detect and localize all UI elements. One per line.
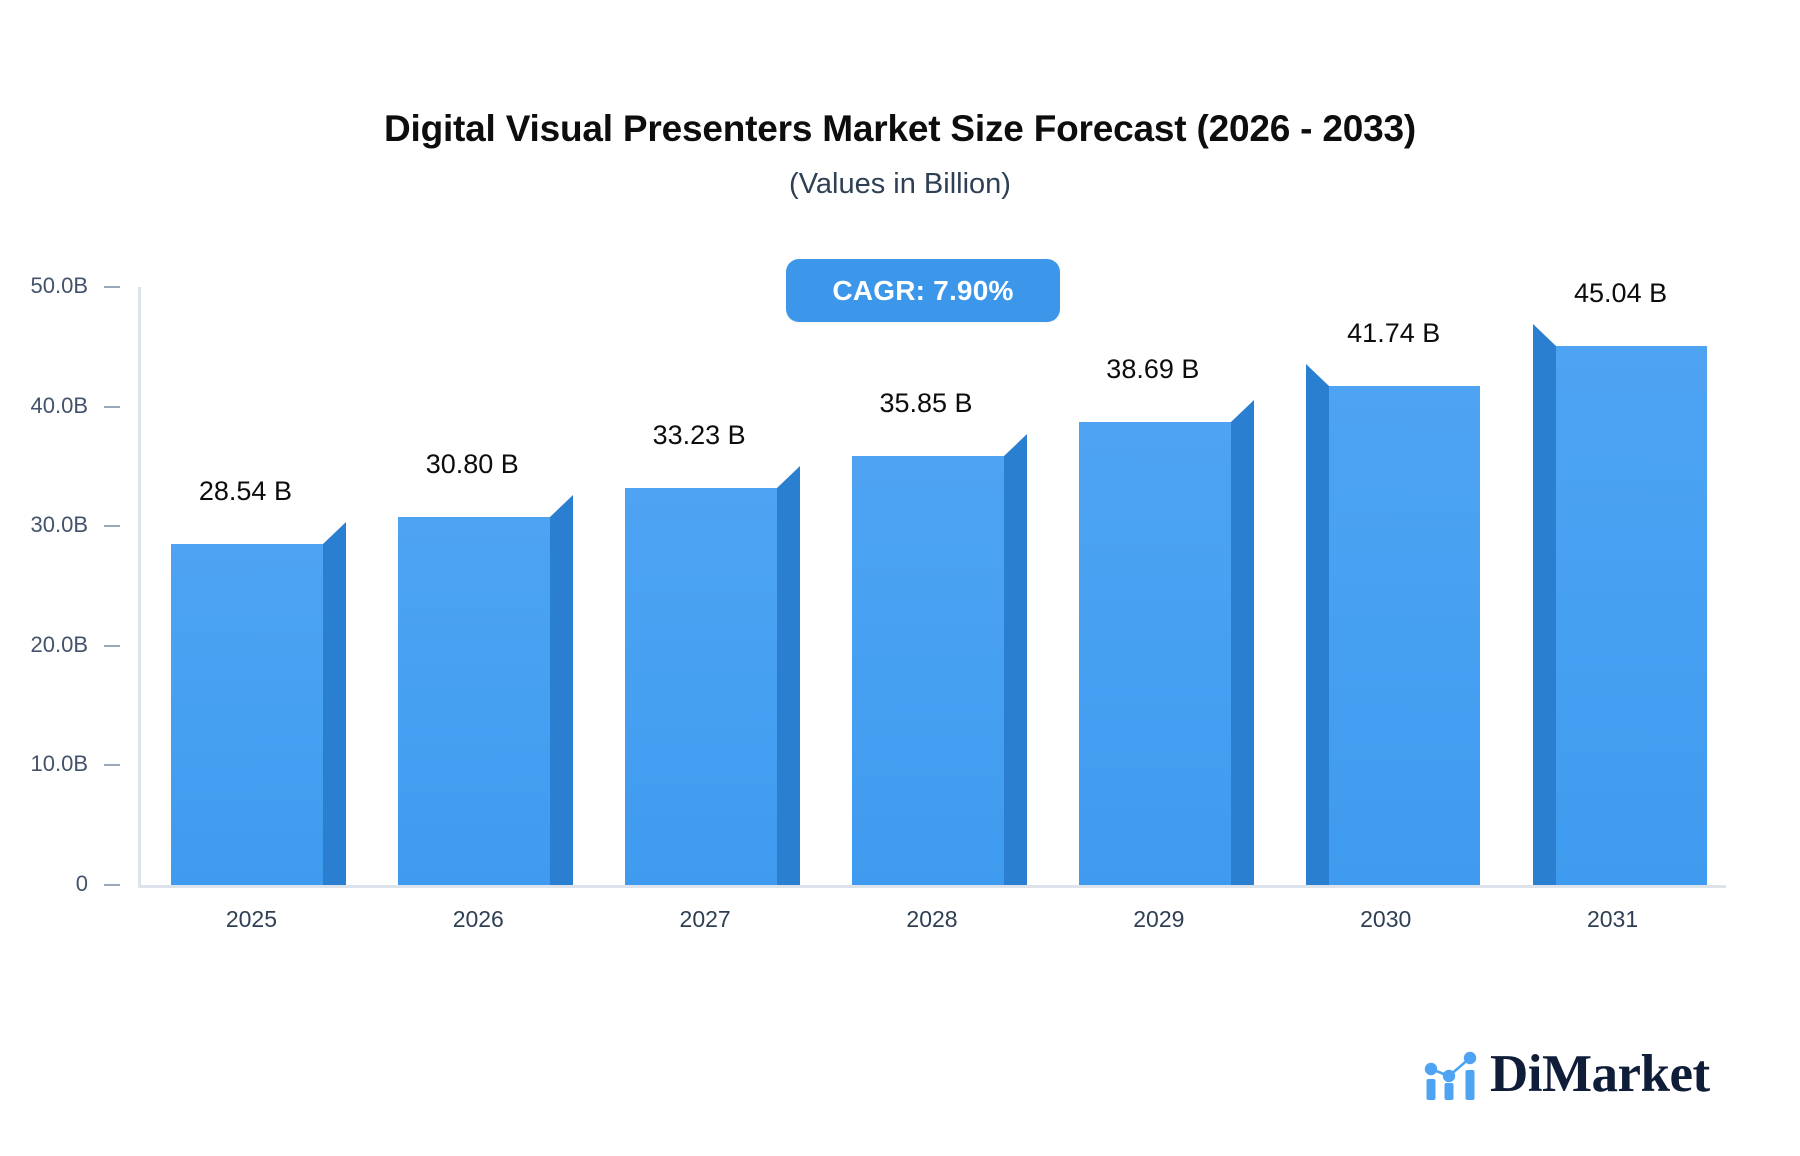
bar-face — [1079, 422, 1231, 885]
bar — [852, 434, 1027, 885]
y-axis-tick-mark — [104, 525, 120, 528]
chart-title: Digital Visual Presenters Market Size Fo… — [383, 108, 1417, 149]
bar-side-3d — [1004, 434, 1027, 885]
x-axis-tick-label: 2025 — [225, 906, 277, 932]
bar-side-3d — [1533, 324, 1556, 885]
y-axis-tick-label: 0 — [75, 871, 88, 896]
y-axis-tick-label: 30.0B — [30, 512, 89, 538]
bar-face — [171, 544, 323, 885]
bar-face — [398, 517, 550, 885]
bar — [1533, 324, 1707, 885]
bar-side-3d — [323, 522, 346, 885]
y-axis-tick-mark — [104, 405, 120, 408]
bar-value-label: 45.04 B — [1574, 278, 1668, 308]
y-axis-tick-mark — [104, 644, 120, 647]
y-axis-line — [138, 287, 141, 887]
y-axis-tick-label: 10.0B — [30, 751, 89, 777]
brand-name: DiMarket — [1490, 1045, 1710, 1103]
x-axis-tick-label: 2031 — [1586, 906, 1639, 932]
bar-chart-dots-icon — [1424, 1049, 1478, 1101]
bar-value-label: 30.80 B — [425, 449, 519, 479]
bar-value-label: 33.23 B — [652, 420, 746, 450]
y-axis-tick-mark — [104, 764, 120, 767]
bar-side-3d — [1231, 400, 1254, 885]
y-axis-tick-label: 40.0B — [30, 392, 89, 418]
bar — [1306, 364, 1480, 885]
y-axis-tick-label: 20.0B — [30, 631, 89, 657]
bar-face — [852, 456, 1004, 885]
bar — [625, 466, 800, 885]
y-axis-tick-mark — [104, 286, 120, 288]
brand-logo: DiMarket — [1424, 1048, 1710, 1101]
bar — [398, 495, 573, 885]
y-axis-tick-label: 50.0B — [30, 273, 89, 298]
x-axis-tick-label: 2026 — [452, 906, 504, 932]
bar-face — [1555, 346, 1707, 885]
bar-face — [625, 488, 777, 885]
bar-side-3d — [1306, 364, 1329, 885]
y-axis-tick-mark — [104, 884, 120, 886]
x-axis-tick-label: 2029 — [1133, 906, 1185, 932]
x-axis-tick-label: 2027 — [679, 906, 731, 932]
cagr-badge: CAGR: 7.90% — [786, 259, 1060, 322]
bar-face — [1328, 386, 1480, 885]
chart-subtitle: (Values in Billion) — [789, 168, 1011, 200]
x-axis-tick-label: 2028 — [906, 906, 958, 932]
bar-value-label: 28.54 B — [198, 476, 292, 506]
bar — [1079, 400, 1254, 885]
bar — [171, 522, 346, 885]
x-axis-line — [138, 885, 1726, 888]
bar-value-label: 41.74 B — [1347, 318, 1441, 348]
bar-side-3d — [550, 495, 573, 885]
bar-value-label: 35.85 B — [879, 388, 973, 418]
x-axis-tick-label: 2030 — [1360, 906, 1412, 932]
bar-value-label: 38.69 B — [1106, 354, 1200, 384]
bar-side-3d — [777, 466, 800, 885]
